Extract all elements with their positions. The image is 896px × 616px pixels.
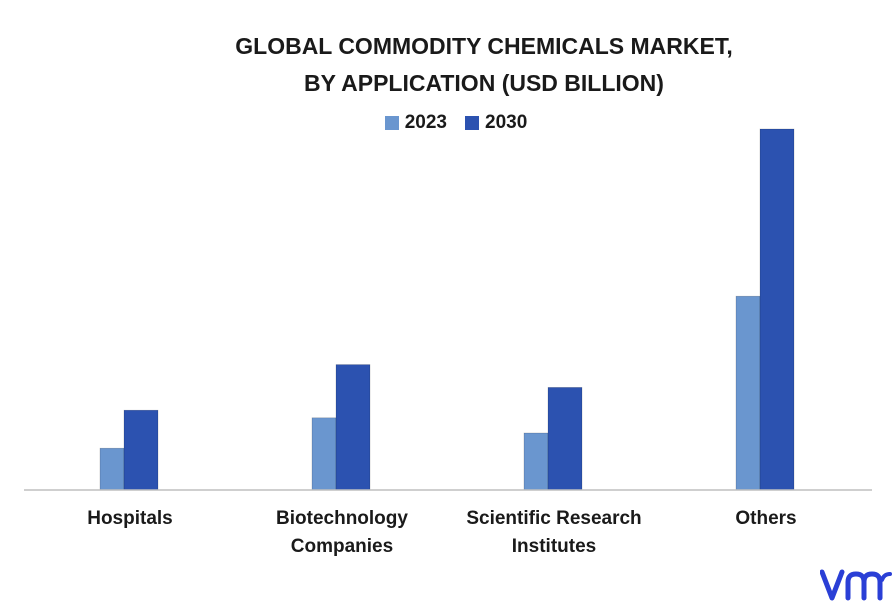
bar-2030-0 bbox=[123, 409, 159, 491]
x-tick-label-1-line-0: Biotechnology bbox=[276, 508, 408, 529]
x-tick-label-3-line-0: Others bbox=[735, 508, 797, 529]
legend-label-2023: 2023 bbox=[404, 112, 447, 133]
x-tick-label-1-line-1: Companies bbox=[290, 536, 394, 557]
chart-title-line-2: BY APPLICATION (USD BILLION) bbox=[304, 70, 664, 96]
x-tick-label-0: Hospitals bbox=[30, 505, 230, 533]
legend-item-2023: 2023 bbox=[384, 112, 447, 134]
x-tick-label-2-line-1: Institutes bbox=[511, 536, 597, 557]
legend: 2023 2030 bbox=[8, 112, 896, 134]
legend-item-2030: 2030 bbox=[465, 112, 527, 134]
bar-2023-0 bbox=[99, 447, 125, 491]
x-tick-label-3: Others bbox=[666, 505, 866, 533]
x-tick-label-0-line-0: Hospitals bbox=[87, 508, 173, 529]
chart-title: GLOBAL COMMODITY CHEMICALS MARKET, BY AP… bbox=[36, 28, 896, 102]
x-tick-label-2-line-0: Scientific Research bbox=[466, 508, 642, 529]
legend-label-2030: 2030 bbox=[485, 112, 528, 133]
bar-2030-2 bbox=[547, 387, 583, 491]
x-tick-label-1: Biotechnology Companies bbox=[242, 505, 442, 561]
bar-2023-1 bbox=[311, 417, 337, 491]
legend-swatch-2030 bbox=[465, 116, 479, 130]
x-tick-label-2: Scientific Research Institutes bbox=[454, 505, 654, 561]
bar-2030-3 bbox=[759, 128, 795, 491]
bar-2030-1 bbox=[335, 364, 371, 491]
legend-swatch-2023 bbox=[384, 116, 399, 130]
bar-2023-3 bbox=[735, 295, 761, 491]
vmr-logo-icon bbox=[820, 569, 892, 601]
bar-2023-2 bbox=[523, 432, 549, 491]
chart-title-line-1: GLOBAL COMMODITY CHEMICALS MARKET, bbox=[235, 33, 733, 59]
